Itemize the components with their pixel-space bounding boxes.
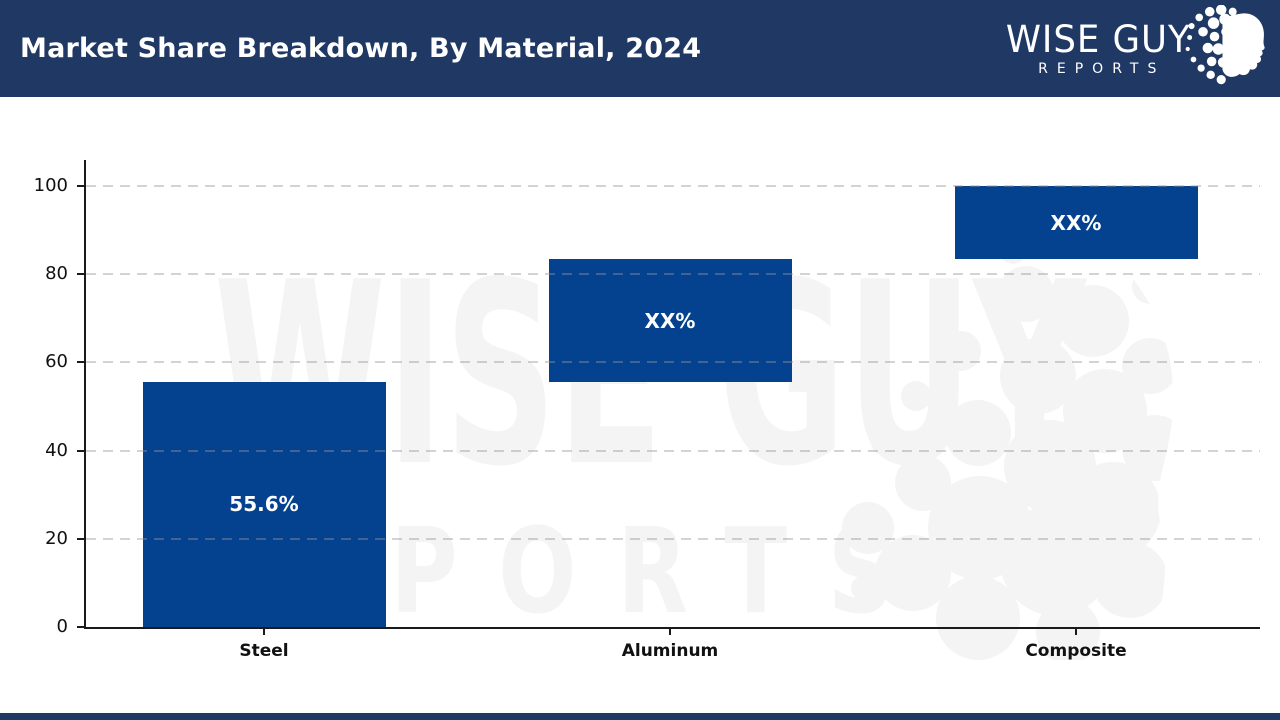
y-tick-mark-0 xyxy=(77,626,85,628)
y-tick-label-0: 0 xyxy=(56,616,68,637)
y-axis-line xyxy=(84,160,86,629)
y-tick-mark-60 xyxy=(77,361,85,364)
header-bar: Market Share Breakdown, By Material, 202… xyxy=(0,0,1280,97)
footer-bar xyxy=(0,713,1280,720)
bar-value-label-aluminum: XX% xyxy=(644,308,696,333)
x-axis-line xyxy=(84,627,1260,629)
x-tick-label-composite: Composite xyxy=(1025,641,1127,661)
brand-logo: WISE GUY REPORTS xyxy=(1002,4,1272,94)
y-tick-label-40: 40 xyxy=(45,439,68,461)
x-tick-mark-steel xyxy=(263,629,265,635)
y-tick-label-60: 60 xyxy=(45,351,68,373)
x-tick-label-steel: Steel xyxy=(239,641,289,661)
brand-subname: REPORTS xyxy=(1038,61,1166,78)
bar-aluminum xyxy=(548,259,792,382)
brand-name: WISE GUY xyxy=(1005,17,1191,61)
gridline-60 xyxy=(86,361,1260,364)
y-tick-mark-40 xyxy=(77,449,85,452)
bar-value-label-composite: XX% xyxy=(1050,210,1102,235)
page-title: Market Share Breakdown, By Material, 202… xyxy=(20,33,702,64)
watermark-head-icon xyxy=(842,228,1180,660)
gridline-20 xyxy=(86,537,1260,540)
y-tick-mark-80 xyxy=(77,273,85,276)
x-tick-mark-aluminum xyxy=(669,629,671,635)
gridline-40 xyxy=(86,449,1260,452)
y-tick-label-20: 20 xyxy=(45,527,68,549)
x-tick-mark-composite xyxy=(1075,629,1077,635)
gridline-80 xyxy=(86,273,1260,276)
y-tick-mark-100 xyxy=(77,185,85,187)
brand-logo-text: WISE GUY REPORTS xyxy=(1002,17,1194,78)
gridline-100 xyxy=(86,185,1260,187)
brand-head-icon xyxy=(1185,5,1265,85)
bar-steel xyxy=(142,381,386,627)
y-tick-mark-20 xyxy=(77,537,85,540)
x-tick-label-aluminum: Aluminum xyxy=(621,641,719,661)
y-tick-label-80: 80 xyxy=(45,263,68,285)
bar-composite xyxy=(954,186,1198,260)
bar-value-label-steel: 55.6% xyxy=(229,492,299,517)
y-tick-label-100: 100 xyxy=(33,175,68,196)
